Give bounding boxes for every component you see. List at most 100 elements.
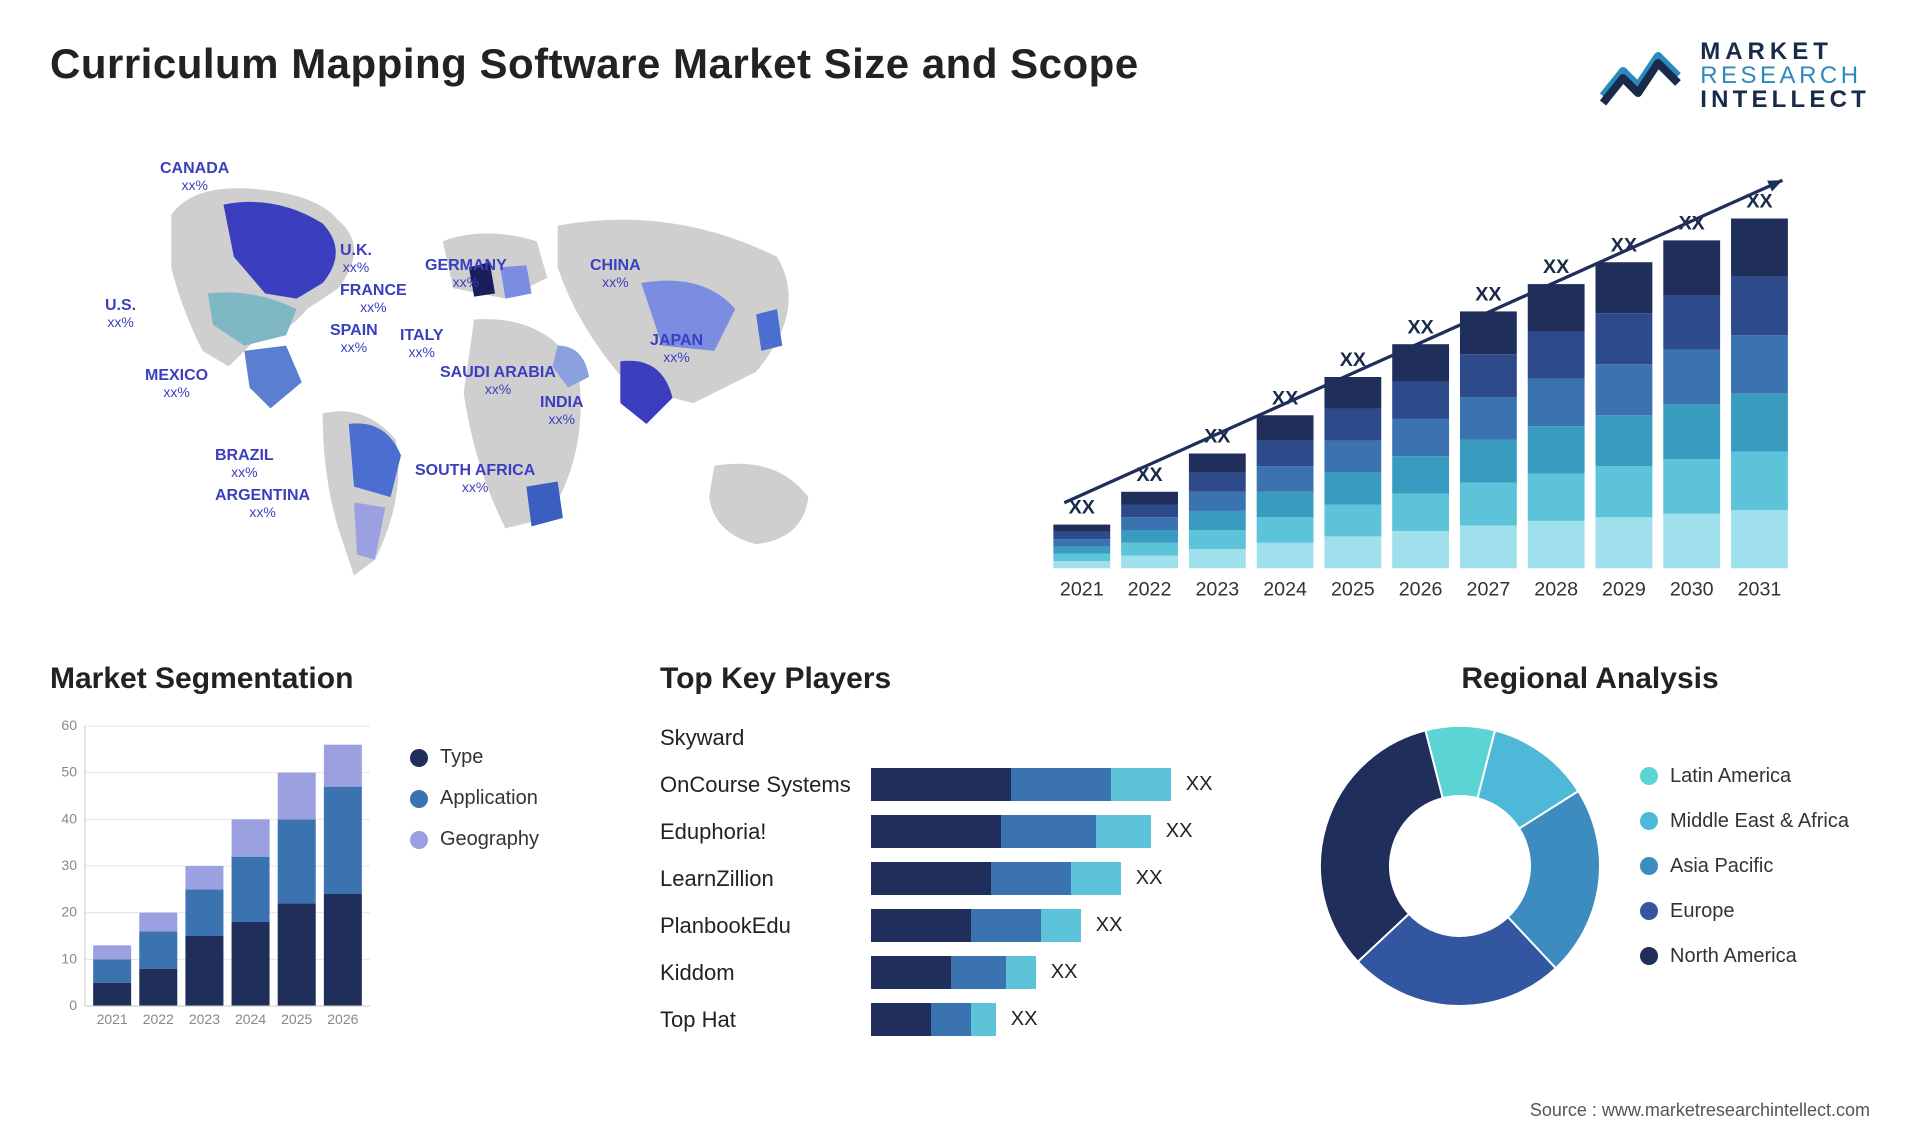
svg-text:XX: XX: [1475, 283, 1501, 305]
segmentation-chart: 0102030405060 202120222023202420252026: [50, 716, 380, 1036]
legend-item: Geography: [410, 828, 539, 851]
page-title: Curriculum Mapping Software Market Size …: [50, 40, 1139, 88]
map-country-label: INDIAxx%: [540, 394, 584, 427]
map-country-label: U.K.xx%: [340, 242, 372, 275]
map-country-label: ITALYxx%: [400, 327, 444, 360]
legend-label: North America: [1670, 945, 1797, 968]
legend-swatch: [1640, 902, 1658, 920]
player-name: Top Hat: [660, 1003, 851, 1036]
svg-text:XX: XX: [1543, 256, 1569, 278]
legend-label: Middle East & Africa: [1670, 810, 1849, 833]
legend-swatch: [410, 831, 428, 849]
regional-legend: Latin America Middle East & Africa Asia Pa…: [1640, 765, 1849, 968]
legend-swatch: [1640, 947, 1658, 965]
logo-line3: INTELLECT: [1700, 88, 1870, 112]
map-country-label: GERMANYxx%: [425, 257, 507, 290]
legend-item: Application: [410, 787, 539, 810]
legend-swatch: [410, 790, 428, 808]
legend-item: Type: [410, 746, 539, 769]
legend-label: Geography: [440, 828, 539, 851]
legend-swatch: [1640, 812, 1658, 830]
legend-item: North America: [1640, 945, 1849, 968]
legend-item: Latin America: [1640, 765, 1849, 788]
legend-swatch: [1640, 857, 1658, 875]
forecast-chart-panel: XX2021XX2022XX2023XX2024XX2025XX2026XX20…: [980, 142, 1870, 612]
player-name: Kiddom: [660, 956, 851, 989]
legend-label: Latin America: [1670, 765, 1791, 788]
legend-label: Asia Pacific: [1670, 855, 1773, 878]
player-bar-row: XX: [871, 1003, 1260, 1036]
player-name: PlanbookEdu: [660, 909, 851, 942]
svg-text:0: 0: [69, 997, 77, 1013]
legend-swatch: [1640, 767, 1658, 785]
svg-text:XX: XX: [1408, 316, 1434, 338]
player-bar-row: XX: [871, 956, 1260, 989]
player-value: XX: [1011, 1008, 1038, 1031]
legend-item: Middle East & Africa: [1640, 810, 1849, 833]
map-country-label: CANADAxx%: [160, 160, 229, 193]
map-country-label: BRAZILxx%: [215, 447, 274, 480]
players-name-list: Skyward OnCourse Systems Eduphoria! LearnZi…: [660, 716, 851, 1036]
svg-text:2023: 2023: [189, 1011, 220, 1027]
svg-text:2023: 2023: [1195, 579, 1239, 601]
svg-text:2031: 2031: [1738, 579, 1782, 601]
svg-text:2022: 2022: [143, 1011, 174, 1027]
world-map-panel: CANADAxx% U.S.xx% MEXICOxx% BRAZILxx% ARGENT…: [50, 142, 940, 612]
player-bar-row: XX: [871, 815, 1260, 848]
map-country-label: SOUTH AFRICAxx%: [415, 462, 535, 495]
player-value: XX: [1051, 961, 1078, 984]
player-value: XX: [1186, 773, 1213, 796]
legend-label: Type: [440, 746, 483, 769]
svg-text:30: 30: [61, 857, 77, 873]
svg-text:2026: 2026: [1399, 579, 1443, 601]
svg-text:2025: 2025: [1331, 579, 1375, 601]
map-country-label: ARGENTINAxx%: [215, 487, 310, 520]
logo-line2: RESEARCH: [1700, 64, 1870, 88]
segmentation-panel: Market Segmentation 0102030405060 202120…: [50, 662, 610, 1082]
logo-icon: [1598, 41, 1688, 111]
map-country-label: MEXICOxx%: [145, 367, 208, 400]
source-attribution: Source : www.marketresearchintellect.com: [1530, 1100, 1870, 1121]
map-country-label: CHINAxx%: [590, 257, 641, 290]
player-bar-row: XX: [871, 862, 1260, 895]
player-name: LearnZillion: [660, 862, 851, 895]
legend-label: Europe: [1670, 900, 1735, 923]
svg-text:2030: 2030: [1670, 579, 1714, 601]
legend-item: Asia Pacific: [1640, 855, 1849, 878]
svg-text:2028: 2028: [1534, 579, 1578, 601]
player-value: XX: [1166, 820, 1193, 843]
segmentation-title: Market Segmentation: [50, 662, 610, 696]
key-players-title: Top Key Players: [660, 662, 1260, 696]
segmentation-legend: Type Application Geography: [410, 716, 539, 1036]
legend-item: Europe: [1640, 900, 1849, 923]
svg-text:2029: 2029: [1602, 579, 1646, 601]
svg-text:40: 40: [61, 810, 77, 826]
svg-text:50: 50: [61, 764, 77, 780]
map-country-label: FRANCExx%: [340, 282, 407, 315]
player-name: Skyward: [660, 721, 851, 754]
legend-swatch: [410, 749, 428, 767]
svg-text:2025: 2025: [281, 1011, 312, 1027]
forecast-bar-chart: XX2021XX2022XX2023XX2024XX2025XX2026XX20…: [980, 142, 1870, 612]
svg-text:10: 10: [61, 950, 77, 966]
svg-text:2022: 2022: [1128, 579, 1172, 601]
svg-text:2027: 2027: [1467, 579, 1511, 601]
svg-text:20: 20: [61, 904, 77, 920]
player-name: Eduphoria!: [660, 815, 851, 848]
map-country-label: SPAINxx%: [330, 322, 378, 355]
logo-line1: MARKET: [1700, 40, 1870, 64]
key-players-panel: Top Key Players Skyward OnCourse Systems E…: [660, 662, 1260, 1082]
player-name: OnCourse Systems: [660, 768, 851, 801]
map-country-label: U.S.xx%: [105, 297, 136, 330]
map-country-label: JAPANxx%: [650, 332, 703, 365]
regional-panel: Regional Analysis Latin America Middle Ea…: [1310, 662, 1870, 1082]
player-bar-row: XX: [871, 768, 1260, 801]
regional-donut-chart: [1310, 716, 1610, 1016]
players-bar-list: XX XX XX XX XX XX: [871, 716, 1260, 1036]
player-value: XX: [1096, 914, 1123, 937]
svg-text:2026: 2026: [327, 1011, 358, 1027]
player-value: XX: [1136, 867, 1163, 890]
svg-text:60: 60: [61, 717, 77, 733]
regional-title: Regional Analysis: [1310, 662, 1870, 696]
player-bar-row: XX: [871, 909, 1260, 942]
